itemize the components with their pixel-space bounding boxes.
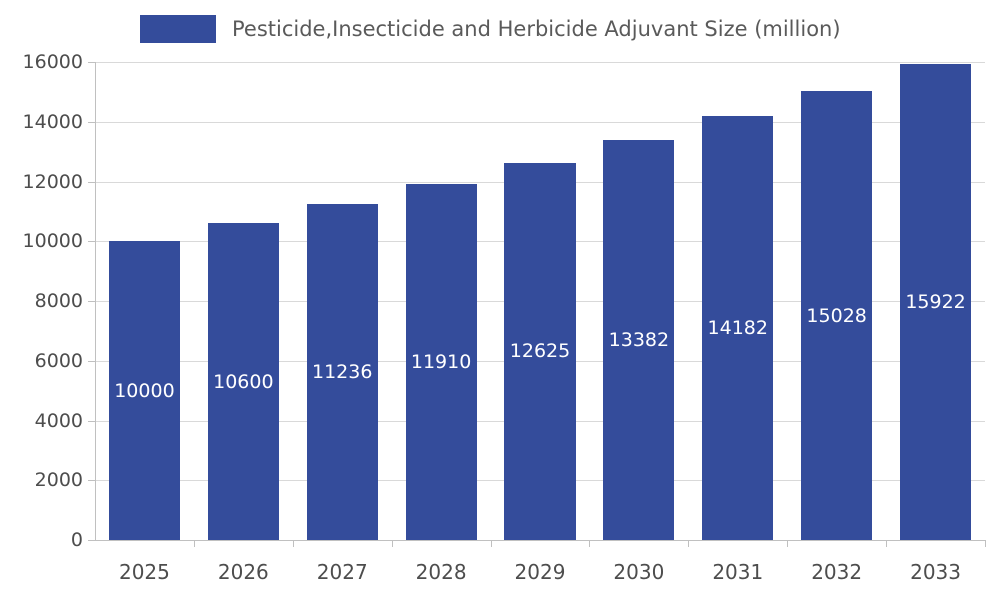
y-tick-label: 2000 bbox=[34, 469, 83, 492]
bar-value-label: 14182 bbox=[707, 317, 768, 340]
y-tick bbox=[88, 181, 95, 183]
y-tick-label: 12000 bbox=[22, 170, 83, 193]
bar-value-label: 11236 bbox=[311, 361, 373, 384]
bar bbox=[108, 241, 181, 540]
x-tick bbox=[688, 540, 690, 547]
bar-value-label: 10600 bbox=[213, 370, 274, 393]
x-tick bbox=[391, 540, 393, 547]
x-tick-label: 2028 bbox=[415, 560, 467, 584]
bar-value-label: 13382 bbox=[608, 329, 670, 352]
y-tick-label: 10000 bbox=[22, 230, 83, 253]
x-tick-label: 2027 bbox=[316, 560, 368, 584]
x-tick bbox=[787, 540, 789, 547]
y-tick bbox=[88, 360, 95, 362]
bar bbox=[603, 140, 675, 540]
x-tick bbox=[886, 540, 888, 547]
x-tick-label: 2030 bbox=[613, 560, 665, 584]
y-tick-label: 14000 bbox=[22, 110, 83, 133]
y-tick bbox=[88, 540, 95, 541]
y-tick bbox=[88, 301, 95, 302]
y-gridline bbox=[95, 62, 985, 63]
x-tick-label: 2026 bbox=[217, 560, 269, 584]
y-tick-label: 8000 bbox=[34, 290, 83, 312]
bar-value-label: 15922 bbox=[905, 291, 966, 314]
x-tick-label: 2031 bbox=[712, 560, 764, 584]
chart-legend: Pesticide,Insecticide and Herbicide Adju… bbox=[140, 14, 841, 44]
y-tick bbox=[88, 480, 95, 482]
x-tick bbox=[193, 540, 195, 547]
bar bbox=[405, 184, 477, 540]
y-tick bbox=[88, 121, 95, 123]
y-tick bbox=[88, 62, 95, 63]
x-axis-line bbox=[95, 540, 986, 541]
x-tick-label: 2033 bbox=[910, 560, 961, 584]
bar bbox=[504, 162, 576, 540]
x-tick bbox=[985, 540, 986, 547]
bar bbox=[207, 223, 279, 540]
x-tick bbox=[490, 540, 492, 547]
legend-swatch bbox=[140, 15, 216, 43]
bar-value-label: 12625 bbox=[509, 340, 571, 363]
bar-value-label: 10000 bbox=[114, 379, 175, 402]
y-tick-label: 0 bbox=[70, 529, 83, 551]
bar-value-label: 11910 bbox=[410, 351, 472, 374]
x-tick bbox=[292, 540, 294, 547]
bar-value-label: 15028 bbox=[806, 304, 867, 327]
bar bbox=[702, 116, 774, 540]
x-tick-label: 2032 bbox=[811, 560, 863, 584]
x-tick-label: 2025 bbox=[118, 560, 170, 584]
y-tick-label: 16000 bbox=[22, 51, 83, 73]
y-tick bbox=[88, 241, 95, 243]
bar bbox=[306, 204, 378, 540]
y-tick bbox=[88, 420, 95, 422]
legend-label: Pesticide,Insecticide and Herbicide Adju… bbox=[232, 17, 841, 41]
bar bbox=[899, 64, 972, 540]
y-tick-label: 4000 bbox=[34, 409, 83, 432]
x-tick-label: 2029 bbox=[514, 560, 566, 584]
bar bbox=[801, 91, 873, 540]
y-axis-line bbox=[95, 62, 96, 540]
y-gridline bbox=[95, 121, 985, 123]
x-tick bbox=[589, 540, 591, 547]
y-tick-label: 6000 bbox=[34, 349, 83, 372]
